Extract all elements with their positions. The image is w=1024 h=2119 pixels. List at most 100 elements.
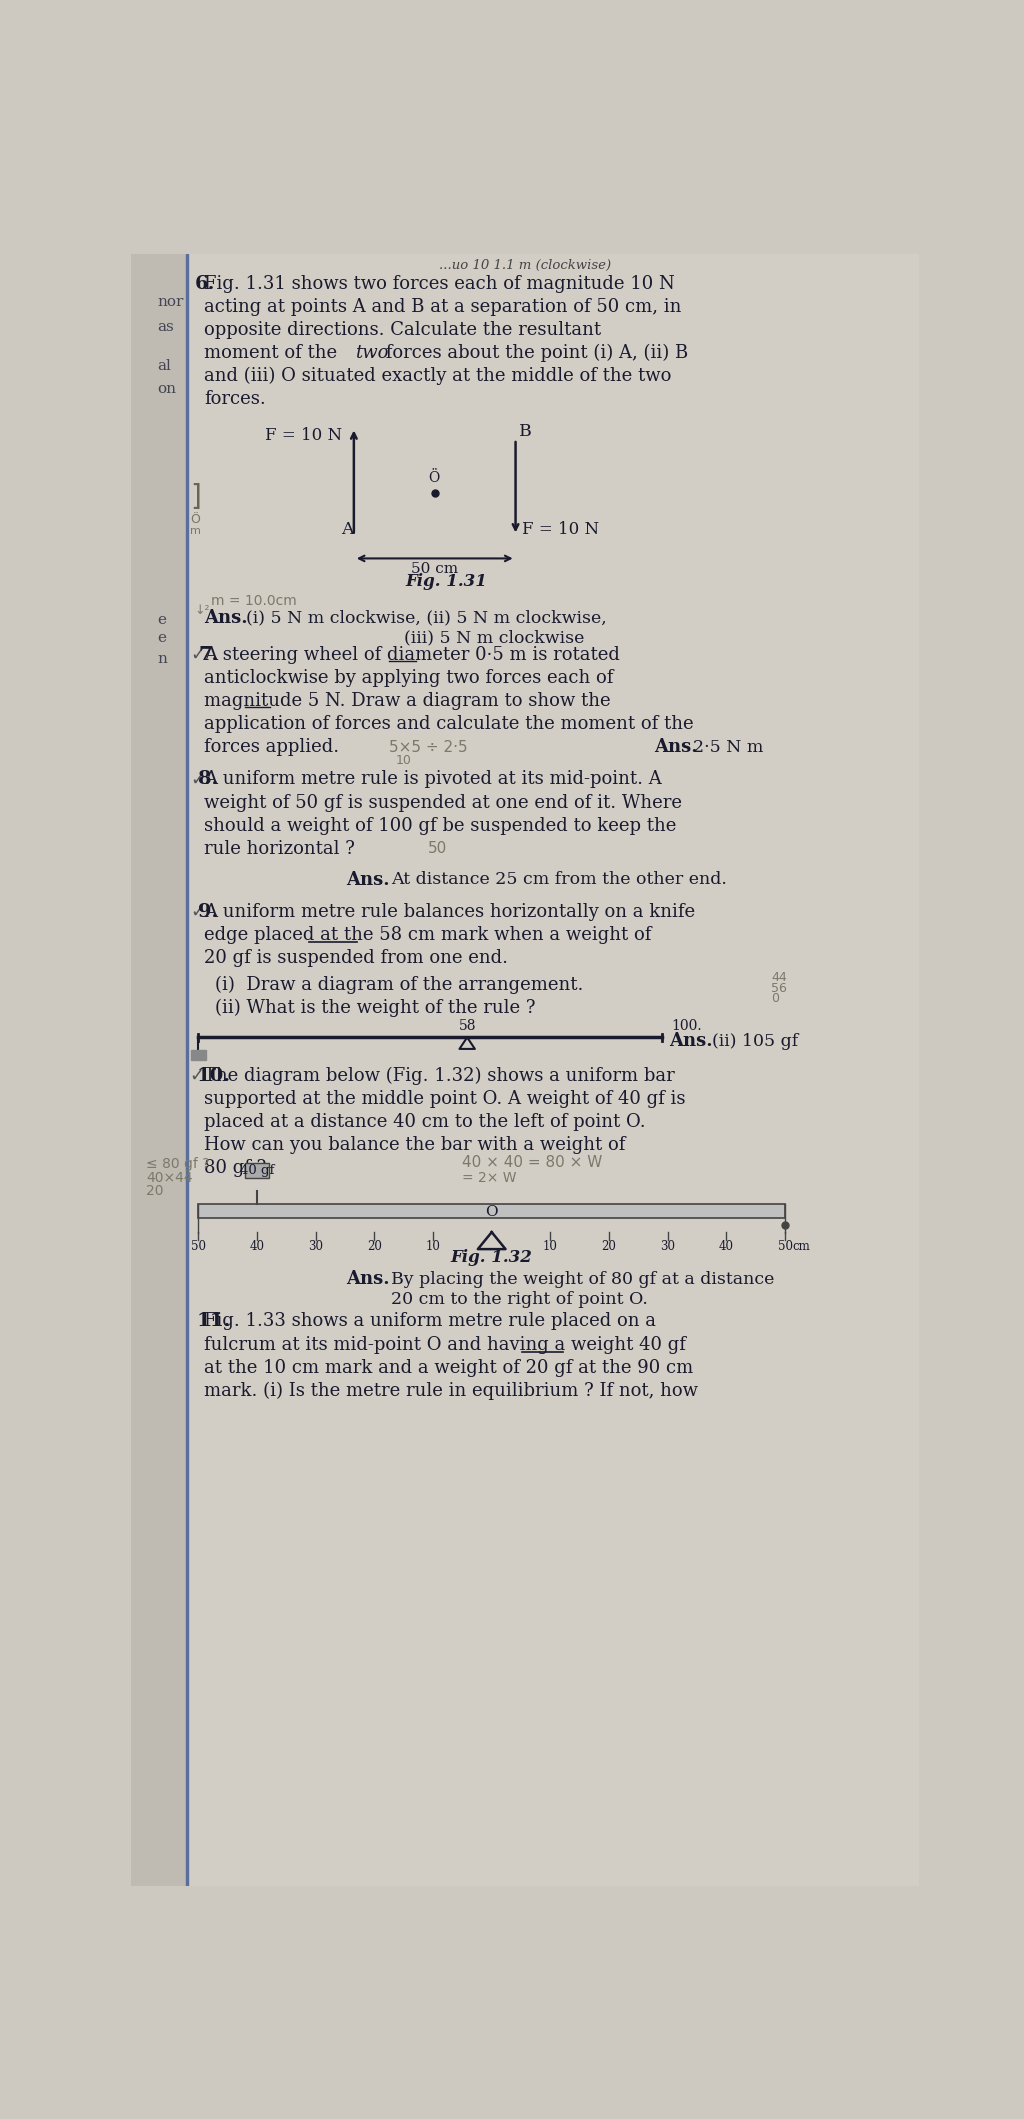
Text: Fig. 1.31: Fig. 1.31 — [406, 572, 487, 589]
Text: Ans.: Ans. — [346, 1269, 390, 1288]
Text: A uniform metre rule balances horizontally on a knife: A uniform metre rule balances horizontal… — [205, 903, 695, 922]
Text: 6.: 6. — [195, 275, 215, 292]
Text: A steering wheel of diameter 0·5 m is rotated: A steering wheel of diameter 0·5 m is ro… — [205, 646, 621, 663]
Text: O: O — [485, 1206, 498, 1218]
Text: mark. (i) Is the metre rule in equilibrium ? If not, how: mark. (i) Is the metre rule in equilibri… — [205, 1382, 698, 1401]
Text: placed at a distance 40 cm to the left of point O.: placed at a distance 40 cm to the left o… — [205, 1112, 646, 1132]
Text: m = 10.0cm: m = 10.0cm — [211, 593, 297, 608]
Text: Ö: Ö — [189, 513, 200, 526]
Text: two: two — [355, 343, 389, 362]
Text: ✓: ✓ — [190, 646, 206, 663]
Text: F = 10 N: F = 10 N — [265, 426, 342, 443]
Text: Ans.: Ans. — [654, 737, 697, 756]
Text: 40: 40 — [250, 1240, 264, 1252]
Text: weight of 50 gf is suspended at one end of it. Where: weight of 50 gf is suspended at one end … — [205, 793, 682, 812]
Text: How can you balance the bar with a weight of: How can you balance the bar with a weigh… — [205, 1136, 626, 1155]
Text: ✓: ✓ — [190, 903, 206, 922]
Text: (ii) 105 gf: (ii) 105 gf — [712, 1032, 798, 1049]
Text: at the 10 cm mark and a weight of 20 gf at the 90 cm: at the 10 cm mark and a weight of 20 gf … — [205, 1358, 693, 1377]
Text: ↓²: ↓² — [195, 604, 210, 617]
Text: 44: 44 — [771, 971, 787, 983]
Text: 5×5 ÷ 2·5: 5×5 ÷ 2·5 — [389, 740, 468, 754]
Text: fulcrum at its mid-point O and having a weight 40 gf: fulcrum at its mid-point O and having a … — [205, 1335, 686, 1354]
Text: ✓: ✓ — [190, 771, 206, 788]
Text: By placing the weight of 80 gf at a distance: By placing the weight of 80 gf at a dist… — [391, 1271, 774, 1288]
Text: rule horizontal ?: rule horizontal ? — [205, 839, 355, 858]
Text: opposite directions. Calculate the resultant: opposite directions. Calculate the resul… — [205, 320, 602, 339]
Bar — [190, 1049, 206, 1060]
Text: 8.: 8. — [199, 771, 219, 788]
Text: Ö: Ö — [428, 470, 439, 485]
Text: 10: 10 — [395, 754, 411, 767]
Text: forces about the point (i) A, (ii) B: forces about the point (i) A, (ii) B — [380, 343, 688, 362]
Text: 20 cm to the right of point O.: 20 cm to the right of point O. — [391, 1290, 648, 1307]
Text: (iii) 5 N m clockwise: (iii) 5 N m clockwise — [403, 629, 585, 646]
Text: 56: 56 — [771, 983, 787, 996]
Text: (i)  Draw a diagram of the arrangement.: (i) Draw a diagram of the arrangement. — [215, 977, 584, 994]
Text: 40×44: 40×44 — [146, 1170, 193, 1185]
Bar — [199, 1204, 785, 1218]
Text: forces applied.: forces applied. — [205, 737, 340, 756]
Text: 20: 20 — [146, 1185, 164, 1199]
Text: supported at the middle point O. A weight of 40 gf is: supported at the middle point O. A weigh… — [205, 1089, 686, 1108]
Bar — [186, 254, 188, 1886]
Text: Fig. 1.32: Fig. 1.32 — [451, 1248, 532, 1265]
Text: ]: ] — [189, 483, 201, 511]
Text: Ans.: Ans. — [346, 871, 390, 888]
Text: 40 gf: 40 gf — [240, 1163, 274, 1176]
Text: 9.: 9. — [199, 903, 219, 922]
Text: 50: 50 — [190, 1240, 206, 1252]
Text: edge placed at the 58 cm mark when a weight of: edge placed at the 58 cm mark when a wei… — [205, 926, 652, 943]
Text: application of forces and calculate the moment of the: application of forces and calculate the … — [205, 714, 694, 733]
Text: 20 gf is suspended from one end.: 20 gf is suspended from one end. — [205, 949, 509, 966]
Text: forces.: forces. — [205, 390, 266, 409]
Text: anticlockwise by applying two forces each of: anticlockwise by applying two forces eac… — [205, 670, 613, 687]
Bar — [131, 254, 186, 1886]
Text: acting at points A and B at a separation of 50 cm, in: acting at points A and B at a separation… — [205, 297, 682, 316]
Text: as: as — [158, 320, 174, 335]
Text: 40: 40 — [719, 1240, 734, 1252]
Text: 30: 30 — [660, 1240, 675, 1252]
Text: n: n — [158, 651, 167, 665]
Text: A: A — [342, 521, 354, 538]
Text: 100.: 100. — [671, 1019, 701, 1032]
Text: 0: 0 — [771, 992, 779, 1004]
Text: nor: nor — [158, 295, 184, 309]
Text: (i) 5 N m clockwise, (ii) 5 N m clockwise,: (i) 5 N m clockwise, (ii) 5 N m clockwis… — [246, 610, 607, 627]
Text: A uniform metre rule is pivoted at its mid-point. A: A uniform metre rule is pivoted at its m… — [205, 771, 663, 788]
Text: al: al — [158, 358, 171, 373]
Text: Fig. 1.31 shows two forces each of magnitude 10 N: Fig. 1.31 shows two forces each of magni… — [205, 275, 675, 292]
Text: 11.: 11. — [197, 1312, 231, 1331]
Text: 30: 30 — [308, 1240, 324, 1252]
Text: = 2× W: = 2× W — [462, 1170, 516, 1185]
Text: ≤ 80 gf ?: ≤ 80 gf ? — [146, 1157, 210, 1172]
Text: 50: 50 — [428, 841, 447, 856]
Text: B: B — [519, 424, 532, 441]
Text: (ii) What is the weight of the rule ?: (ii) What is the weight of the rule ? — [215, 998, 536, 1017]
Text: Ans.: Ans. — [205, 608, 248, 627]
Text: m: m — [189, 526, 201, 536]
Text: Fig. 1.33 shows a uniform metre rule placed on a: Fig. 1.33 shows a uniform metre rule pla… — [205, 1312, 656, 1331]
Text: The diagram below (Fig. 1.32) shows a uniform bar: The diagram below (Fig. 1.32) shows a un… — [205, 1066, 675, 1085]
Text: on: on — [158, 381, 176, 396]
Text: 20: 20 — [602, 1240, 616, 1252]
Text: 7.: 7. — [199, 646, 219, 663]
Text: magnitude 5 N. Draw a diagram to show the: magnitude 5 N. Draw a diagram to show th… — [205, 693, 611, 710]
Text: 58: 58 — [459, 1019, 476, 1032]
Text: 80 gf ?: 80 gf ? — [205, 1159, 266, 1178]
Text: F = 10 N: F = 10 N — [521, 521, 599, 538]
Text: moment of the: moment of the — [205, 343, 343, 362]
Text: 10: 10 — [426, 1240, 440, 1252]
Text: 40 × 40 = 80 × W: 40 × 40 = 80 × W — [462, 1155, 602, 1170]
Text: 10.: 10. — [197, 1066, 230, 1085]
Text: and (iii) O situated exactly at the middle of the two: and (iii) O situated exactly at the midd… — [205, 367, 672, 386]
Text: 50 cm: 50 cm — [412, 562, 459, 576]
Text: should a weight of 100 gf be suspended to keep the: should a weight of 100 gf be suspended t… — [205, 816, 677, 835]
Text: Ans.: Ans. — [670, 1032, 713, 1051]
Text: ✓: ✓ — [189, 1066, 204, 1085]
Text: ...uo 10 1.1 m (clockwise): ...uo 10 1.1 m (clockwise) — [438, 259, 611, 271]
Text: cm: cm — [793, 1240, 811, 1252]
Text: At distance 25 cm from the other end.: At distance 25 cm from the other end. — [391, 871, 727, 888]
Text: 2·5 N m: 2·5 N m — [692, 740, 763, 756]
Text: 50: 50 — [777, 1240, 793, 1252]
